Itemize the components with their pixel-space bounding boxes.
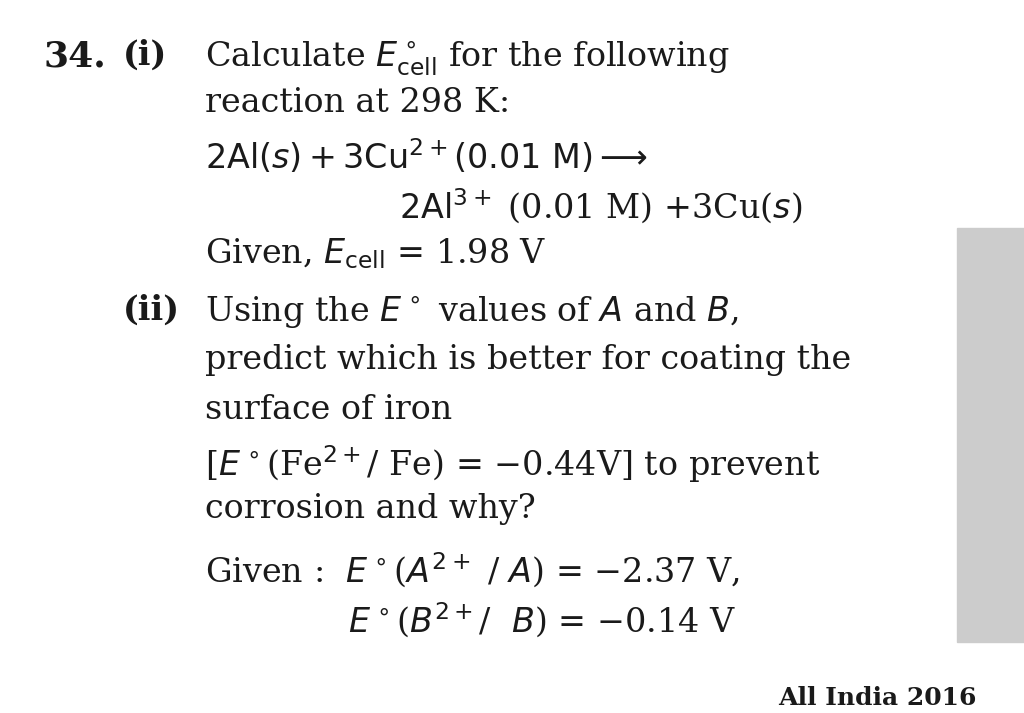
Text: surface of iron: surface of iron: [205, 394, 452, 426]
Text: (ii): (ii): [123, 294, 180, 327]
Text: Calculate $E^\circ_{\mathrm{cell}}$ for the following: Calculate $E^\circ_{\mathrm{cell}}$ for …: [205, 39, 729, 78]
Text: $E^\circ$($B^{2+}$/  $B$) = −0.14 V: $E^\circ$($B^{2+}$/ $B$) = −0.14 V: [348, 600, 736, 640]
Text: 34.: 34.: [43, 39, 105, 73]
Text: reaction at 298 K:: reaction at 298 K:: [205, 87, 510, 119]
Text: $2\mathrm{Al}(s) + 3\mathrm{Cu}^{2+}(0.01\ \mathrm{M}) \longrightarrow$: $2\mathrm{Al}(s) + 3\mathrm{Cu}^{2+}(0.0…: [205, 137, 648, 175]
Text: Given :  $E^\circ$($A^{2+}$ / $A$) = −2.37 V,: Given : $E^\circ$($A^{2+}$ / $A$) = −2.3…: [205, 550, 740, 590]
Text: Using the $E^\circ$ values of $A$ and $B$,: Using the $E^\circ$ values of $A$ and $B…: [205, 294, 738, 329]
Text: (i): (i): [123, 39, 167, 72]
Text: corrosion and why?: corrosion and why?: [205, 493, 536, 525]
Text: Given, $E_{\mathrm{cell}}$ = 1.98 V: Given, $E_{\mathrm{cell}}$ = 1.98 V: [205, 237, 547, 272]
Text: [$E^\circ$(Fe$^{2+}$/ Fe) = −0.44V] to prevent: [$E^\circ$(Fe$^{2+}$/ Fe) = −0.44V] to p…: [205, 443, 820, 486]
Text: All India 2016: All India 2016: [778, 686, 977, 710]
Text: $2\mathrm{Al}^{3+}$ (0.01 M) +3Cu($s$): $2\mathrm{Al}^{3+}$ (0.01 M) +3Cu($s$): [399, 187, 803, 226]
Text: predict which is better for coating the: predict which is better for coating the: [205, 344, 851, 376]
